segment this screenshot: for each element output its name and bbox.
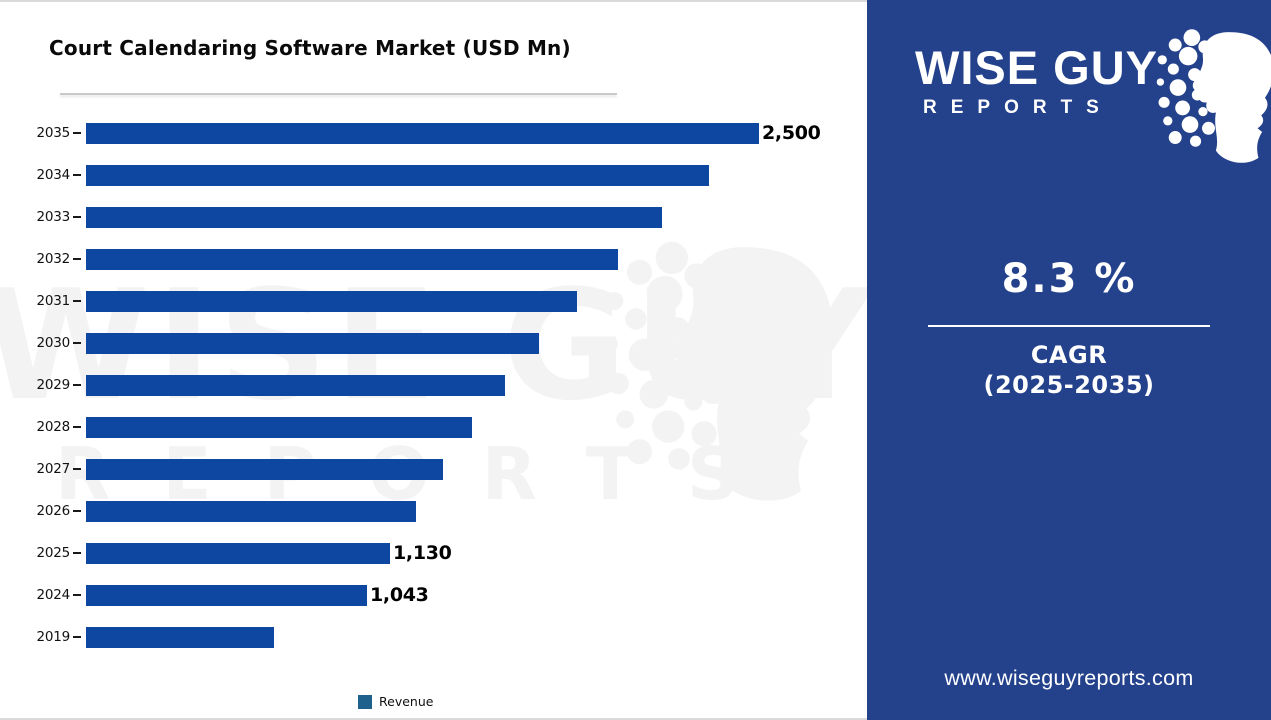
year-tick-label: 2033 (36, 209, 70, 225)
cagr-label-line2: (2025-2035) (983, 371, 1155, 399)
year-tick-label: 2029 (36, 377, 70, 393)
bar-row: 2024 1,043 (0, 574, 867, 616)
chart-title: Court Calendaring Software Market (USD M… (49, 36, 571, 60)
year-tick-label: 2026 (36, 503, 70, 519)
year-tick-label: 2019 (36, 629, 70, 645)
axis-tick (73, 258, 81, 260)
legend-label: Revenue (379, 694, 434, 709)
revenue-bar (86, 542, 390, 564)
revenue-bar (86, 164, 709, 186)
axis-tick (73, 174, 81, 176)
cagr-value: 8.3 % (1001, 256, 1137, 302)
axis-tick (73, 384, 81, 386)
revenue-bar (86, 290, 577, 312)
legend-marker-icon (358, 694, 372, 709)
bar-row: 2030 (0, 322, 867, 364)
brand-sidebar: WISE GUY REPORTS 8.3 % CAGR (2025-2035) (867, 0, 1271, 720)
bar-row: 2033 (0, 196, 867, 238)
revenue-bar (86, 374, 505, 396)
bar-row: 2025 1,130 (0, 532, 867, 574)
cagr-label-line1: CAGR (1030, 341, 1108, 369)
axis-tick (73, 300, 81, 302)
bar-row: 2031 (0, 280, 867, 322)
axis-tick (73, 552, 81, 554)
year-tick-label: 2030 (36, 335, 70, 351)
brand-subtitle: REPORTS (923, 96, 1113, 118)
brand-name: WISE GUY (915, 41, 1159, 94)
website-url: www.wiseguyreports.com (944, 666, 1194, 690)
axis-tick (73, 426, 81, 428)
revenue-bar (86, 122, 759, 144)
axis-tick (73, 468, 81, 470)
bar-row: 2026 (0, 490, 867, 532)
revenue-bar (86, 500, 416, 522)
bar-row: 2035 2,500 (0, 112, 867, 154)
revenue-bar (86, 584, 367, 606)
year-tick-label: 2028 (36, 419, 70, 435)
wiseguy-logo: WISE GUY REPORTS (915, 29, 1271, 182)
year-tick-label: 2025 (36, 545, 70, 561)
bar-rows: 2035 2,500 2034 2033 2032 2031 2030 2029 2028 202… (0, 112, 867, 658)
bar-row: 2027 (0, 448, 867, 490)
axis-tick (73, 132, 81, 134)
year-tick-label: 2035 (36, 125, 70, 141)
revenue-bar (86, 458, 443, 480)
bar-row: 2029 (0, 364, 867, 406)
bar-row: 2034 (0, 154, 867, 196)
legend: Revenue (358, 694, 433, 709)
head-profile-icon (1153, 28, 1271, 186)
axis-tick (73, 342, 81, 344)
bar-value-label: 1,043 (370, 584, 429, 606)
revenue-bar (86, 248, 618, 270)
year-tick-label: 2032 (36, 251, 70, 267)
watermark-head-icon (595, 240, 867, 545)
title-divider (60, 93, 617, 95)
bar-row: 2019 (0, 616, 867, 658)
year-tick-label: 2024 (36, 587, 70, 603)
axis-tick (73, 510, 81, 512)
bar-row: 2032 (0, 238, 867, 280)
chart-panel: WISE GUY REPORTS Court Calendaring Softw… (0, 0, 867, 720)
year-tick-label: 2027 (36, 461, 70, 477)
axis-tick (73, 636, 81, 638)
year-tick-label: 2031 (36, 293, 70, 309)
revenue-bar (86, 332, 539, 354)
cagr-divider (928, 325, 1210, 327)
year-tick-label: 2034 (36, 167, 70, 183)
axis-tick (73, 216, 81, 218)
revenue-bar (86, 626, 274, 648)
bar-value-label: 2,500 (762, 122, 821, 144)
bar-value-label: 1,130 (393, 542, 452, 564)
revenue-bar (86, 416, 472, 438)
cagr-label: CAGR (2025-2035) (867, 340, 1271, 400)
axis-tick (73, 594, 81, 596)
revenue-bar (86, 206, 662, 228)
bar-row: 2028 (0, 406, 867, 448)
